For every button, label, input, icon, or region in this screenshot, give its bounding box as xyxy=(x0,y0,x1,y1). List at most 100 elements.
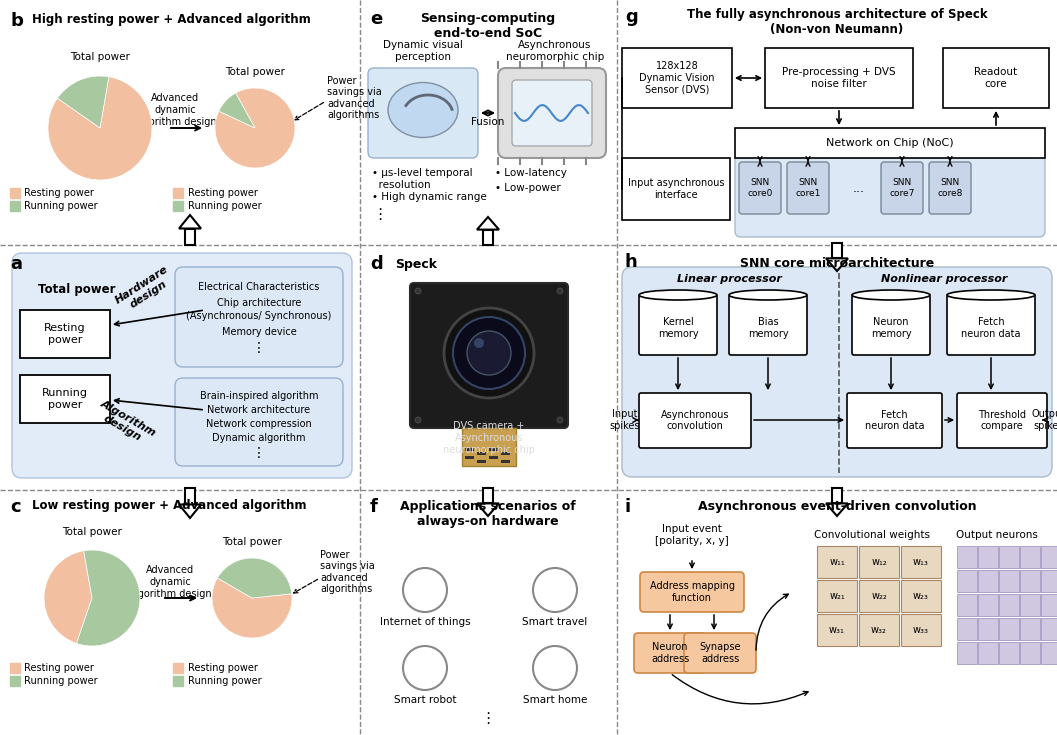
Text: SNN
core8: SNN core8 xyxy=(938,179,963,198)
Bar xyxy=(957,546,977,568)
Bar xyxy=(477,460,486,463)
Text: Smart travel: Smart travel xyxy=(522,617,588,627)
Bar xyxy=(957,618,977,640)
Bar xyxy=(817,546,857,578)
Wedge shape xyxy=(48,76,152,180)
Text: Advanced
dynamic
algorithm design: Advanced dynamic algorithm design xyxy=(133,93,217,126)
Bar xyxy=(465,456,474,459)
Text: Running power: Running power xyxy=(188,676,262,686)
Text: Pre-processing + DVS
noise filter: Pre-processing + DVS noise filter xyxy=(782,67,896,89)
Bar xyxy=(1041,594,1057,616)
FancyBboxPatch shape xyxy=(175,267,344,367)
Ellipse shape xyxy=(729,290,806,300)
Text: Running power: Running power xyxy=(24,676,97,686)
Text: Smart home: Smart home xyxy=(523,695,588,705)
Text: Input
spikes: Input spikes xyxy=(610,409,641,431)
Bar xyxy=(1041,618,1057,640)
Ellipse shape xyxy=(947,290,1035,300)
Bar xyxy=(501,460,509,463)
Text: Convolutional weights: Convolutional weights xyxy=(814,530,930,540)
Text: e: e xyxy=(370,10,383,28)
Text: Neuron
memory: Neuron memory xyxy=(871,318,911,339)
Polygon shape xyxy=(826,259,848,271)
Text: Fetch
neuron data: Fetch neuron data xyxy=(865,409,924,431)
Bar xyxy=(465,448,474,451)
Text: Algorithm
design: Algorithm design xyxy=(93,398,157,448)
FancyBboxPatch shape xyxy=(498,68,606,158)
FancyBboxPatch shape xyxy=(410,283,568,428)
FancyBboxPatch shape xyxy=(368,68,478,158)
FancyBboxPatch shape xyxy=(947,295,1035,355)
Text: Internet of things: Internet of things xyxy=(379,617,470,627)
FancyBboxPatch shape xyxy=(787,162,829,214)
Text: • High dynamic range: • High dynamic range xyxy=(372,192,487,202)
Text: Total power: Total power xyxy=(38,283,115,296)
Text: Dynamic visual
perception: Dynamic visual perception xyxy=(383,40,463,62)
Bar xyxy=(477,452,486,455)
Circle shape xyxy=(557,417,563,423)
Text: SNN core microarchitecture: SNN core microarchitecture xyxy=(740,257,934,270)
Text: g: g xyxy=(625,8,637,26)
Wedge shape xyxy=(76,550,140,646)
Text: w₂₂: w₂₂ xyxy=(871,591,887,601)
Text: Speck: Speck xyxy=(395,258,437,271)
FancyBboxPatch shape xyxy=(639,393,752,448)
Text: DVS camera +
Asynchronous
neuromorphic chip: DVS camera + Asynchronous neuromorphic c… xyxy=(443,421,535,455)
Bar xyxy=(978,594,998,616)
Bar xyxy=(1020,642,1040,664)
Text: h: h xyxy=(625,253,637,271)
Text: ⋮: ⋮ xyxy=(252,341,266,355)
Bar xyxy=(1020,546,1040,568)
Text: (Asynchronous/ Synchronous): (Asynchronous/ Synchronous) xyxy=(186,311,332,321)
Text: Total power: Total power xyxy=(222,537,282,547)
Text: ⋮: ⋮ xyxy=(252,446,266,460)
Bar xyxy=(483,488,493,503)
Text: Dynamic algorithm: Dynamic algorithm xyxy=(212,433,305,443)
Text: Bias
memory: Bias memory xyxy=(747,318,789,339)
Text: Output neurons: Output neurons xyxy=(957,530,1038,540)
Bar xyxy=(957,594,977,616)
Text: Readout
core: Readout core xyxy=(975,67,1018,89)
Text: Running power: Running power xyxy=(188,201,262,211)
Text: Resting
power: Resting power xyxy=(44,323,86,345)
Bar xyxy=(832,488,842,503)
Text: d: d xyxy=(370,255,383,273)
Text: Advanced
dynamic
algorithm design: Advanced dynamic algorithm design xyxy=(129,565,211,598)
Text: Applications scenarios of
always-on hardware: Applications scenarios of always-on hard… xyxy=(401,500,576,528)
Text: w₂₁: w₂₁ xyxy=(829,591,845,601)
Text: Kernel
memory: Kernel memory xyxy=(657,318,699,339)
Bar xyxy=(901,614,941,646)
Bar xyxy=(185,229,194,245)
Text: w₃₁: w₃₁ xyxy=(829,625,845,635)
FancyBboxPatch shape xyxy=(929,162,971,214)
Text: Sensing-computing
end-to-end SoC: Sensing-computing end-to-end SoC xyxy=(421,12,556,40)
FancyBboxPatch shape xyxy=(684,633,756,673)
Bar xyxy=(859,546,900,578)
Bar xyxy=(185,488,194,504)
Bar xyxy=(20,310,110,358)
FancyBboxPatch shape xyxy=(847,393,942,448)
Bar xyxy=(999,570,1019,592)
Polygon shape xyxy=(826,503,848,516)
Ellipse shape xyxy=(388,82,458,137)
Bar xyxy=(462,428,516,466)
Wedge shape xyxy=(57,76,109,128)
Bar xyxy=(765,48,913,108)
Text: Memory device: Memory device xyxy=(222,327,296,337)
Bar xyxy=(1020,594,1040,616)
Bar xyxy=(943,48,1049,108)
Text: Running
power: Running power xyxy=(42,388,88,410)
Text: Running power: Running power xyxy=(24,201,97,211)
Bar xyxy=(901,546,941,578)
Bar xyxy=(489,456,498,459)
Text: w₁₂: w₁₂ xyxy=(871,557,887,567)
Circle shape xyxy=(453,317,525,389)
Bar xyxy=(1041,546,1057,568)
Text: b: b xyxy=(10,12,23,30)
FancyBboxPatch shape xyxy=(12,253,352,478)
Text: w₁₃: w₁₃ xyxy=(913,557,929,567)
Text: Total power: Total power xyxy=(70,52,130,62)
Text: High resting power + Advanced algorithm: High resting power + Advanced algorithm xyxy=(32,13,311,26)
Bar xyxy=(20,375,110,423)
FancyBboxPatch shape xyxy=(634,633,706,673)
